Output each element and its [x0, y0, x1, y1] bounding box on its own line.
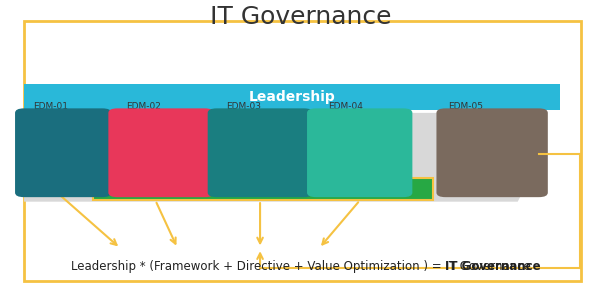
- Text: Ensured Benefits
Delivery: Ensured Benefits Delivery: [111, 138, 211, 168]
- Text: Leadership: Leadership: [249, 90, 335, 104]
- Text: EDM-04: EDM-04: [328, 102, 363, 111]
- FancyBboxPatch shape: [208, 108, 313, 197]
- Text: Ensured
Governance
Framework Setting
and Maintenance: Ensured Governance Framework Setting and…: [25, 131, 101, 175]
- FancyBboxPatch shape: [108, 108, 214, 197]
- FancyBboxPatch shape: [24, 84, 560, 110]
- Text: Ensured
Stakeholder
Engagement: Ensured Stakeholder Engagement: [459, 135, 526, 171]
- Text: EDM-02: EDM-02: [126, 102, 161, 111]
- Polygon shape: [24, 113, 541, 202]
- Text: IT Governance: IT Governance: [445, 260, 541, 273]
- Text: Ensured Risk
Optimization: Ensured Risk Optimization: [225, 141, 296, 164]
- FancyBboxPatch shape: [15, 108, 111, 197]
- Text: Leadership * (Framework + Directive + Value Optimization ) = IT Governance: Leadership * (Framework + Directive + Va…: [71, 260, 531, 273]
- Text: Alignment with Business Strategy: Alignment with Business Strategy: [150, 182, 376, 195]
- Text: Ensured
Resource
Optimization: Ensured Resource Optimization: [326, 135, 393, 171]
- FancyBboxPatch shape: [93, 178, 433, 200]
- Text: EDM-03: EDM-03: [226, 102, 261, 111]
- FancyBboxPatch shape: [436, 108, 548, 197]
- FancyBboxPatch shape: [307, 108, 412, 197]
- Text: EDM-01: EDM-01: [33, 102, 68, 111]
- Text: IT Governance: IT Governance: [210, 5, 392, 29]
- Text: EDM-05: EDM-05: [448, 102, 483, 111]
